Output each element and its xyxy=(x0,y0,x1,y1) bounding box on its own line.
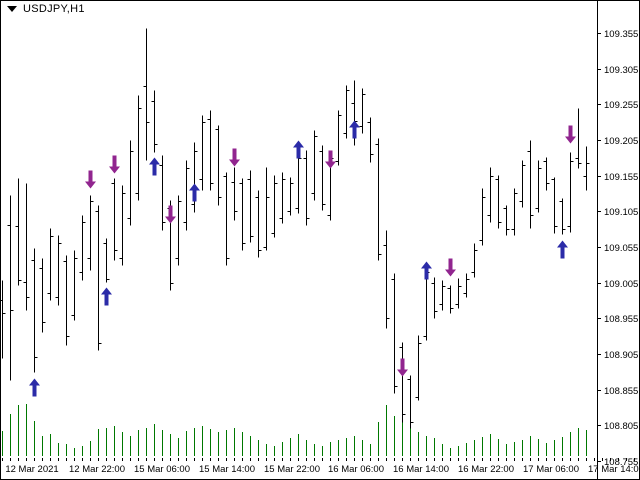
sell-arrow-icon xyxy=(229,148,240,167)
y-axis-label: 108.755 xyxy=(604,457,638,468)
sell-arrow-icon xyxy=(445,258,456,277)
dropdown-triangle-icon[interactable] xyxy=(7,6,17,12)
y-axis-label: 109.105 xyxy=(604,207,638,218)
sell-arrow-icon xyxy=(325,150,336,169)
symbol-label-group: USDJPY,H1 xyxy=(7,3,85,15)
y-axis-label: 109.305 xyxy=(604,65,638,76)
sell-arrow-icon xyxy=(165,205,176,224)
buy-arrow-icon xyxy=(421,261,432,280)
sell-arrow-icon xyxy=(565,125,576,144)
y-axis-label: 109.005 xyxy=(604,279,638,290)
y-axis-label: 109.355 xyxy=(604,29,638,40)
y-axis-label: 109.155 xyxy=(604,172,638,183)
signal-arrows xyxy=(29,120,576,397)
buy-arrow-icon xyxy=(189,183,200,202)
sell-arrow-icon xyxy=(85,170,96,189)
x-axis-label: 16 Mar 14:00 xyxy=(393,464,449,475)
x-axis-label: 12 Mar 22:00 xyxy=(69,464,125,475)
volume-bars xyxy=(2,404,587,456)
x-axis-label: 15 Mar 22:00 xyxy=(264,464,320,475)
y-axis-label: 108.855 xyxy=(604,386,638,397)
x-axis-label: 15 Mar 14:00 xyxy=(199,464,255,475)
x-axis-label: 16 Mar 06:00 xyxy=(328,464,384,475)
y-axis-price-scale: 109.355 109.305 109.255 109.205 109.155 109.1… xyxy=(597,0,638,480)
ohlc-price-bars xyxy=(0,28,590,429)
x-axis-label: 17 Mar 06:00 xyxy=(523,464,579,475)
symbol-timeframe-label: USDJPY,H1 xyxy=(23,3,85,15)
buy-arrow-icon xyxy=(149,157,160,176)
buy-arrow-icon xyxy=(349,120,360,139)
y-axis-label: 108.955 xyxy=(604,314,638,325)
y-axis-label: 108.805 xyxy=(604,421,638,432)
buy-arrow-icon xyxy=(557,240,568,259)
x-axis-label: 12 Mar 2021 xyxy=(5,464,58,475)
buy-arrow-icon xyxy=(29,378,40,397)
sell-arrow-icon xyxy=(109,155,120,174)
y-axis-line xyxy=(597,0,601,480)
x-axis-label: 15 Mar 06:00 xyxy=(134,464,190,475)
x-axis-label: 16 Mar 22:00 xyxy=(458,464,514,475)
buy-arrow-icon xyxy=(293,140,304,159)
sell-arrow-icon xyxy=(397,358,408,377)
x-axis-time-scale: 12 Mar 2021 12 Mar 22:00 15 Mar 06:00 15 Ma… xyxy=(5,464,640,475)
x-axis-tick-row xyxy=(2,458,635,461)
y-axis-label: 109.255 xyxy=(604,100,638,111)
y-axis-label: 108.905 xyxy=(604,350,638,361)
y-axis-label: 109.055 xyxy=(604,243,638,254)
y-axis-label: 109.205 xyxy=(604,136,638,147)
buy-arrow-icon xyxy=(101,287,112,306)
x-axis-label: 17 Mar 14:00 xyxy=(588,464,640,475)
